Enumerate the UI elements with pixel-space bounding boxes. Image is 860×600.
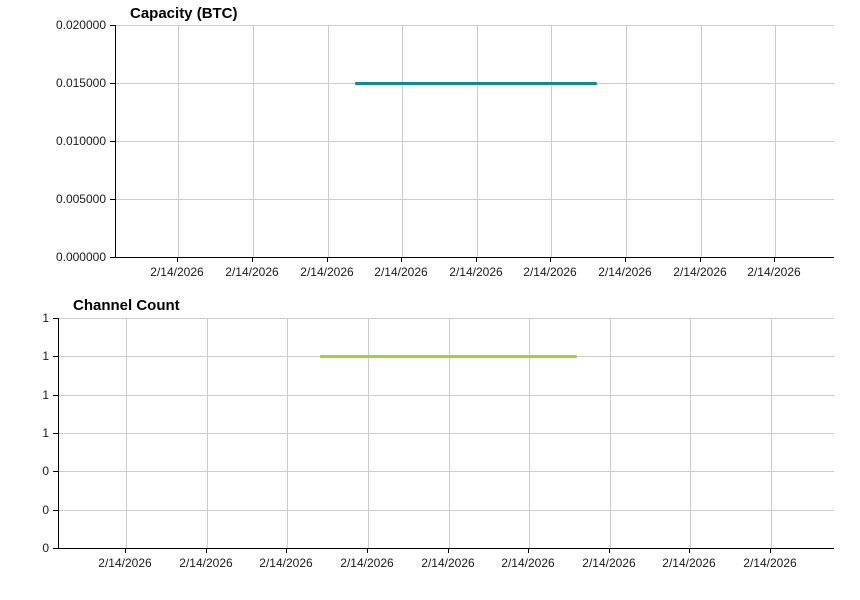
y-tick-label: 0.015000 — [55, 76, 106, 90]
y-tick-label: 1 — [42, 311, 49, 325]
x-tick-label: 2/14/2026 — [259, 556, 313, 570]
y-axis-tick — [110, 199, 115, 200]
x-tick-label: 2/14/2026 — [598, 265, 652, 279]
x-tick-label: 2/14/2026 — [662, 556, 716, 570]
x-axis-tick — [252, 258, 253, 262]
y-axis-tick — [53, 433, 58, 434]
x-tick-label: 2/14/2026 — [501, 556, 555, 570]
y-tick-label: 0.020000 — [55, 18, 106, 32]
channel-count-chart-title: Channel Count — [73, 297, 180, 314]
x-axis-tick — [125, 549, 126, 553]
y-axis-tick — [53, 395, 58, 396]
x-tick-label: 2/14/2026 — [150, 265, 204, 279]
y-tick-label: 1 — [42, 349, 49, 363]
x-axis-tick — [528, 549, 529, 553]
x-tick-label: 2/14/2026 — [747, 265, 801, 279]
y-axis-tick — [110, 83, 115, 84]
x-tick-label: 2/14/2026 — [673, 265, 727, 279]
capacity-chart-title: Capacity (BTC) — [130, 5, 238, 22]
x-tick-label: 2/14/2026 — [743, 556, 797, 570]
y-axis-tick — [110, 141, 115, 142]
h-gridline — [59, 318, 834, 319]
x-tick-label: 2/14/2026 — [98, 556, 152, 570]
x-axis-tick — [689, 549, 690, 553]
x-axis-tick — [177, 258, 178, 262]
x-tick-label: 2/14/2026 — [300, 265, 354, 279]
y-axis-tick — [110, 25, 115, 26]
h-gridline — [116, 25, 834, 26]
x-tick-label: 2/14/2026 — [523, 265, 577, 279]
x-axis-tick — [476, 258, 477, 262]
x-axis-tick — [770, 549, 771, 553]
capacity-plot-area — [115, 25, 834, 258]
h-gridline — [116, 141, 834, 142]
y-tick-label: 0.010000 — [55, 134, 106, 148]
x-axis-tick — [625, 258, 626, 262]
x-tick-label: 2/14/2026 — [179, 556, 233, 570]
h-gridline — [59, 471, 834, 472]
x-tick-label: 2/14/2026 — [340, 556, 394, 570]
x-axis-tick — [700, 258, 701, 262]
x-tick-label: 2/14/2026 — [449, 265, 503, 279]
x-tick-label: 2/14/2026 — [421, 556, 475, 570]
y-tick-label: 0.000000 — [55, 250, 106, 264]
x-axis-tick — [774, 258, 775, 262]
y-axis-tick — [110, 257, 115, 258]
y-axis-tick — [53, 318, 58, 319]
y-axis-tick — [53, 471, 58, 472]
h-gridline — [59, 510, 834, 511]
series-line — [355, 82, 597, 85]
y-axis-tick — [53, 510, 58, 511]
h-gridline — [59, 395, 834, 396]
x-axis-tick — [286, 549, 287, 553]
x-axis-tick — [327, 258, 328, 262]
y-tick-label: 0.005000 — [55, 192, 106, 206]
y-tick-label: 0 — [42, 541, 49, 555]
y-tick-label: 1 — [42, 426, 49, 440]
y-tick-label: 1 — [42, 388, 49, 402]
x-axis-tick — [206, 549, 207, 553]
y-axis-tick — [53, 356, 58, 357]
h-gridline — [59, 433, 834, 434]
x-tick-label: 2/14/2026 — [374, 265, 428, 279]
x-tick-label: 2/14/2026 — [582, 556, 636, 570]
channel-count-plot-area — [58, 318, 834, 549]
x-axis-tick — [609, 549, 610, 553]
x-tick-label: 2/14/2026 — [225, 265, 279, 279]
h-gridline — [116, 199, 834, 200]
x-axis-tick — [550, 258, 551, 262]
x-axis-tick — [367, 549, 368, 553]
y-axis-tick — [53, 548, 58, 549]
y-tick-label: 0 — [42, 503, 49, 517]
x-axis-tick — [401, 258, 402, 262]
y-tick-label: 0 — [42, 464, 49, 478]
x-axis-tick — [448, 549, 449, 553]
series-line — [320, 355, 577, 358]
